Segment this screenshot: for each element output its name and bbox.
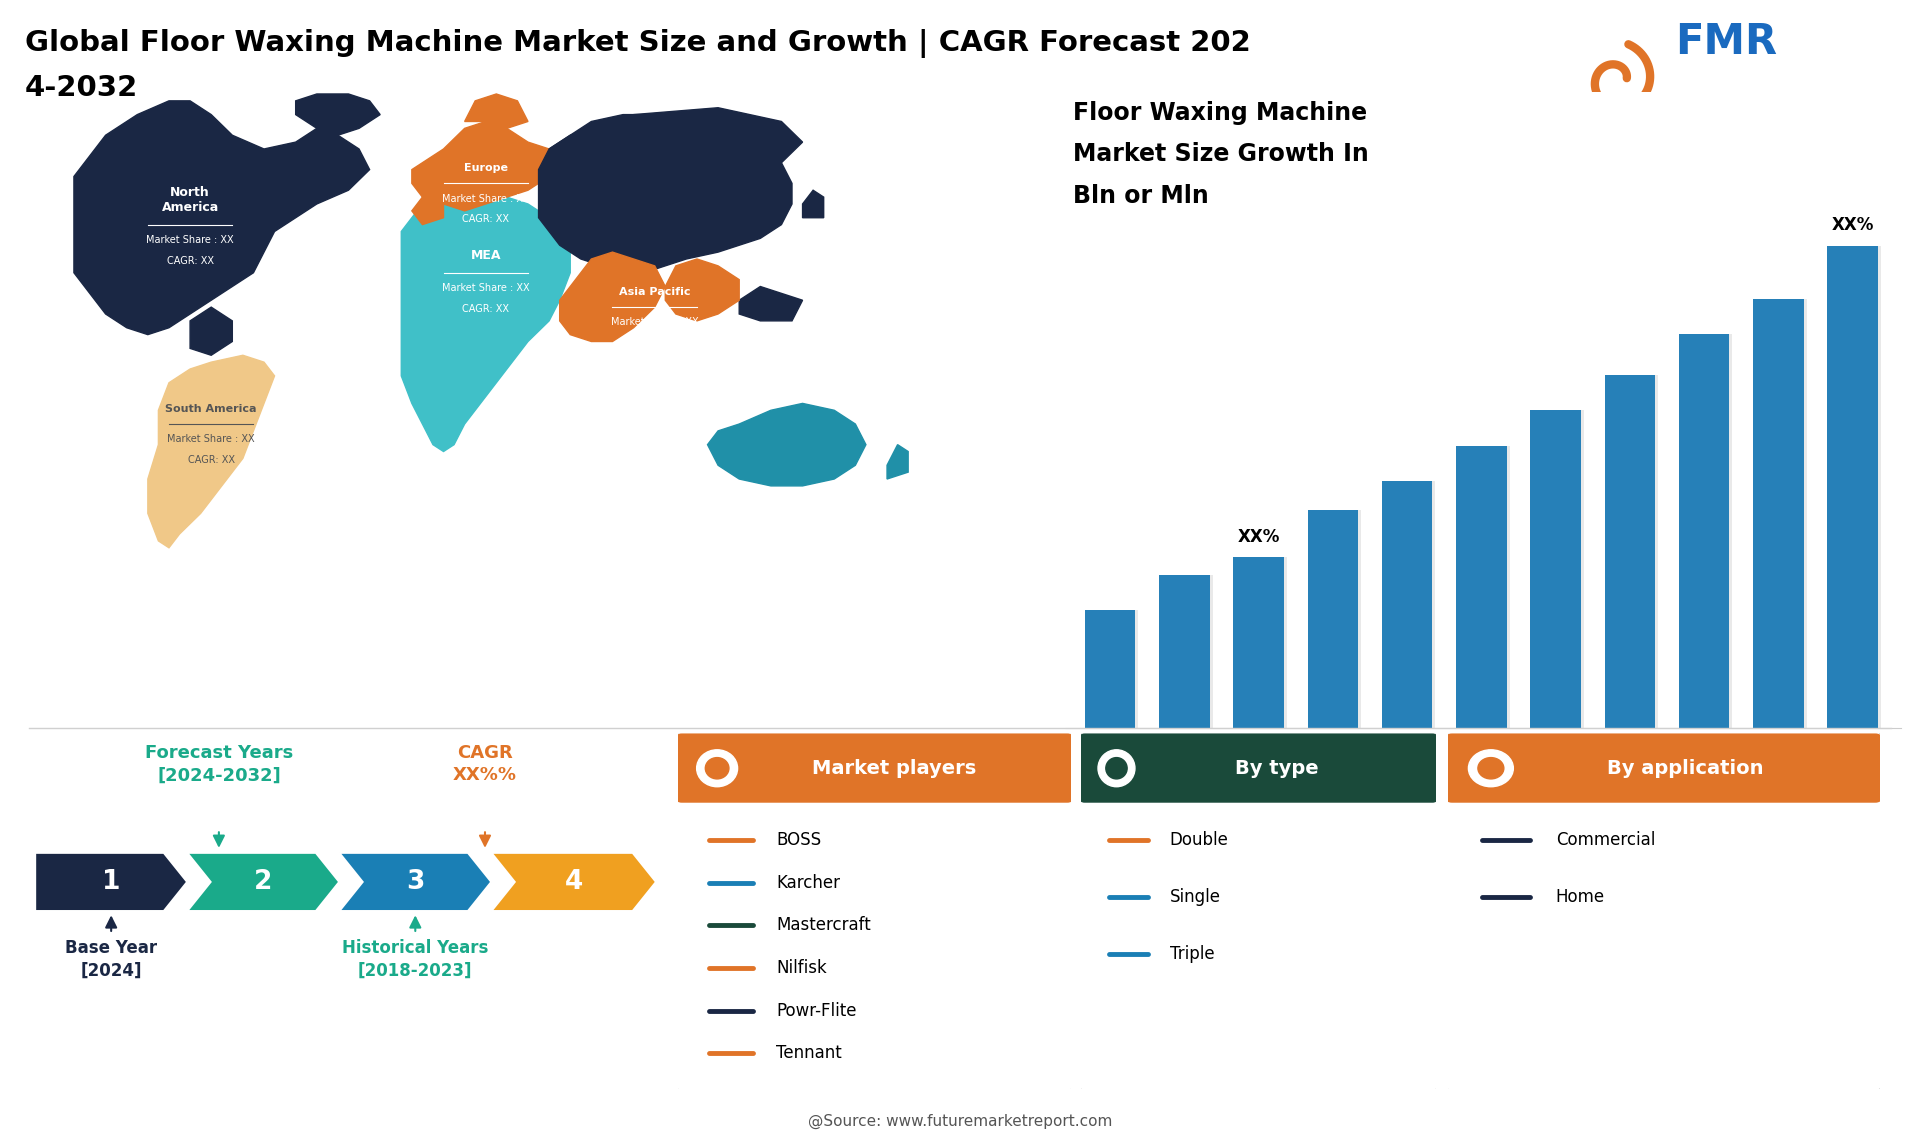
Text: CAGR
XX%%: CAGR XX%% bbox=[453, 744, 516, 784]
Bar bbox=[1605, 375, 1655, 728]
Text: North
America: North America bbox=[161, 187, 219, 214]
Polygon shape bbox=[707, 403, 866, 486]
Text: BOSS: BOSS bbox=[776, 831, 822, 849]
Text: Market players: Market players bbox=[812, 759, 977, 778]
Bar bbox=[1530, 410, 1580, 728]
Text: Market Share : XX: Market Share : XX bbox=[442, 283, 530, 293]
Text: Commercial: Commercial bbox=[1555, 831, 1655, 849]
Bar bbox=[1160, 575, 1210, 728]
Text: 3: 3 bbox=[407, 869, 424, 895]
Polygon shape bbox=[538, 115, 791, 273]
Text: Market Share : XX: Market Share : XX bbox=[167, 434, 255, 445]
Polygon shape bbox=[887, 445, 908, 479]
Text: FUTURE MARKET REPORT: FUTURE MARKET REPORT bbox=[1676, 110, 1789, 119]
Text: Forecast Years
[2024-2032]: Forecast Years [2024-2032] bbox=[144, 744, 294, 784]
Text: Karcher: Karcher bbox=[776, 873, 841, 892]
Text: Europe: Europe bbox=[465, 163, 507, 173]
FancyBboxPatch shape bbox=[676, 733, 1073, 802]
Text: CAGR: XX: CAGR: XX bbox=[463, 304, 509, 314]
Circle shape bbox=[1098, 749, 1135, 787]
Polygon shape bbox=[296, 94, 380, 135]
Text: Market Share : XX: Market Share : XX bbox=[442, 194, 530, 204]
Text: CAGR: XX: CAGR: XX bbox=[632, 338, 678, 348]
Polygon shape bbox=[340, 853, 492, 911]
Bar bbox=[1308, 510, 1357, 728]
Text: XX%: XX% bbox=[1832, 217, 1874, 234]
Text: Base Year
[2024]: Base Year [2024] bbox=[65, 940, 157, 980]
Text: By application: By application bbox=[1607, 759, 1764, 778]
Bar bbox=[1455, 446, 1507, 728]
Bar bbox=[1089, 610, 1139, 728]
Text: XX%: XX% bbox=[1236, 527, 1281, 545]
Polygon shape bbox=[739, 286, 803, 321]
Text: Mastercraft: Mastercraft bbox=[776, 917, 872, 934]
Text: CAGR: XX: CAGR: XX bbox=[167, 256, 213, 266]
Circle shape bbox=[705, 758, 730, 779]
Bar bbox=[1828, 246, 1878, 728]
Text: MEA: MEA bbox=[470, 250, 501, 262]
FancyBboxPatch shape bbox=[1446, 731, 1882, 1091]
Text: Asia Pacific: Asia Pacific bbox=[618, 286, 691, 297]
Text: CAGR: XX: CAGR: XX bbox=[463, 214, 509, 225]
Circle shape bbox=[1469, 749, 1513, 787]
Text: By type: By type bbox=[1235, 759, 1319, 778]
Circle shape bbox=[697, 749, 737, 787]
Bar bbox=[1678, 333, 1730, 728]
Polygon shape bbox=[73, 101, 369, 335]
Text: Market Share : XX: Market Share : XX bbox=[146, 235, 234, 245]
Text: Floor Waxing Machine
Market Size Growth In
Bln or Mln: Floor Waxing Machine Market Size Growth … bbox=[1073, 101, 1369, 207]
Text: Tennant: Tennant bbox=[776, 1044, 841, 1062]
Polygon shape bbox=[148, 355, 275, 548]
Bar bbox=[1311, 510, 1361, 728]
Bar bbox=[1534, 410, 1584, 728]
Bar bbox=[1757, 299, 1807, 728]
Bar bbox=[1162, 575, 1213, 728]
Text: Market Share : XX: Market Share : XX bbox=[611, 317, 699, 328]
Polygon shape bbox=[35, 853, 188, 911]
Bar bbox=[1233, 557, 1284, 728]
FancyBboxPatch shape bbox=[1446, 733, 1882, 802]
Polygon shape bbox=[666, 259, 739, 321]
Polygon shape bbox=[413, 190, 444, 225]
Bar bbox=[1085, 610, 1135, 728]
Bar bbox=[1236, 557, 1286, 728]
Text: Home: Home bbox=[1555, 888, 1605, 905]
Polygon shape bbox=[549, 108, 803, 163]
Text: Global Floor Waxing Machine Market Size and Growth | CAGR Forecast 202: Global Floor Waxing Machine Market Size … bbox=[25, 29, 1250, 57]
Polygon shape bbox=[190, 307, 232, 355]
Text: 2: 2 bbox=[253, 869, 273, 895]
Bar bbox=[1384, 481, 1436, 728]
Polygon shape bbox=[492, 853, 657, 911]
Text: South America: South America bbox=[165, 403, 257, 414]
Text: Triple: Triple bbox=[1169, 944, 1213, 963]
Polygon shape bbox=[465, 94, 528, 128]
Bar bbox=[1830, 246, 1882, 728]
Text: Nilfisk: Nilfisk bbox=[776, 959, 828, 976]
Polygon shape bbox=[188, 853, 340, 911]
Polygon shape bbox=[401, 197, 570, 452]
Circle shape bbox=[1106, 758, 1127, 779]
Bar bbox=[1459, 446, 1509, 728]
Text: Powr-Flite: Powr-Flite bbox=[776, 1002, 856, 1020]
Bar bbox=[1382, 481, 1432, 728]
Text: 1: 1 bbox=[102, 869, 121, 895]
Text: Historical Years
[2018-2023]: Historical Years [2018-2023] bbox=[342, 940, 488, 980]
Text: 4: 4 bbox=[564, 869, 584, 895]
Polygon shape bbox=[803, 190, 824, 218]
Polygon shape bbox=[413, 121, 561, 211]
FancyBboxPatch shape bbox=[1079, 733, 1438, 802]
Text: 4-2032: 4-2032 bbox=[25, 74, 138, 102]
Text: @Source: www.futuremarketreport.com: @Source: www.futuremarketreport.com bbox=[808, 1114, 1112, 1129]
Bar bbox=[1753, 299, 1803, 728]
Bar bbox=[1607, 375, 1659, 728]
FancyBboxPatch shape bbox=[1079, 731, 1438, 1091]
Circle shape bbox=[1478, 758, 1503, 779]
Text: FMR: FMR bbox=[1676, 22, 1778, 63]
FancyBboxPatch shape bbox=[676, 731, 1073, 1091]
Bar bbox=[1682, 333, 1732, 728]
Text: CAGR: XX: CAGR: XX bbox=[188, 455, 234, 465]
Text: Single: Single bbox=[1169, 888, 1221, 905]
Polygon shape bbox=[561, 252, 666, 342]
Text: Double: Double bbox=[1169, 831, 1229, 849]
